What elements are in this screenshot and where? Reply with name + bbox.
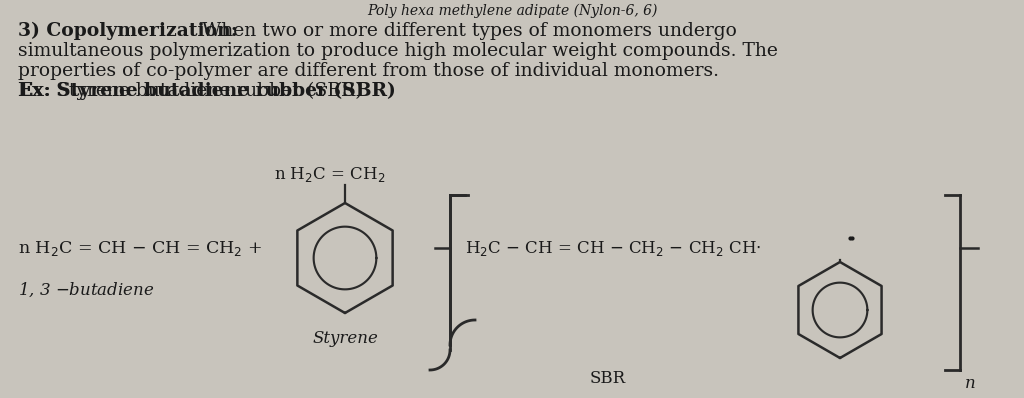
Text: n H$_2$C = CH$_2$: n H$_2$C = CH$_2$ xyxy=(274,165,386,184)
Text: Ex: Styrene butadiene rubber (SBR): Ex: Styrene butadiene rubber (SBR) xyxy=(18,82,395,100)
Text: Styrene butadiene rubber (SBR): Styrene butadiene rubber (SBR) xyxy=(50,82,362,100)
Text: n: n xyxy=(965,375,976,392)
Text: 1, 3 $-$butadiene: 1, 3 $-$butadiene xyxy=(18,281,155,299)
Text: SBR: SBR xyxy=(590,370,626,387)
Text: H$_2$C $-$ CH = CH $-$ CH$_2$ $-$ CH$_2$ CH$\cdot$: H$_2$C $-$ CH = CH $-$ CH$_2$ $-$ CH$_2$… xyxy=(465,238,761,258)
Text: properties of co-polymer are different from those of individual monomers.: properties of co-polymer are different f… xyxy=(18,62,719,80)
Text: Poly hexa methylene adipate (Nylon-6, 6): Poly hexa methylene adipate (Nylon-6, 6) xyxy=(367,4,657,18)
Text: simultaneous polymerization to produce high molecular weight compounds. The: simultaneous polymerization to produce h… xyxy=(18,42,778,60)
Text: Ex:: Ex: xyxy=(18,82,50,100)
Text: n H$_2$C = CH $-$ CH = CH$_2$ +: n H$_2$C = CH $-$ CH = CH$_2$ + xyxy=(18,238,262,258)
Text: When two or more different types of monomers undergo: When two or more different types of mono… xyxy=(196,22,737,40)
Text: Styrene: Styrene xyxy=(312,330,378,347)
Text: 3) Copolymerization:: 3) Copolymerization: xyxy=(18,22,238,40)
